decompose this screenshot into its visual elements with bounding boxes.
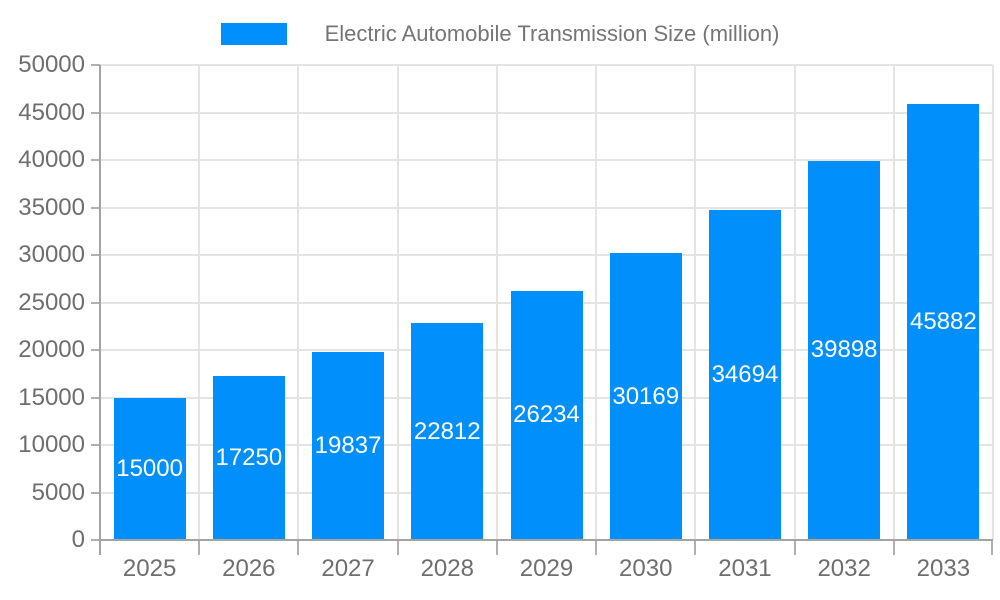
bar-value-label: 19837 — [314, 431, 382, 459]
x-tick-label: 2029 — [519, 555, 574, 582]
v-gridline — [198, 65, 201, 540]
legend-swatch — [220, 23, 287, 45]
x-tick — [495, 540, 498, 555]
v-gridline — [694, 65, 697, 540]
bar: 22812 — [411, 323, 484, 540]
v-gridline — [793, 65, 796, 540]
y-axis-line — [99, 65, 101, 555]
y-tick-label: 0 — [71, 526, 85, 553]
y-tick — [91, 159, 100, 161]
v-gridline — [297, 65, 300, 540]
v-gridline — [495, 65, 498, 540]
x-tick-label: 2032 — [817, 555, 871, 582]
v-gridline — [892, 65, 895, 540]
legend-label: Electric Automobile Transmission Size (m… — [324, 21, 780, 46]
x-tick — [297, 540, 300, 555]
x-tick-label: 2027 — [321, 555, 375, 582]
bar: 30169 — [609, 253, 682, 540]
h-gridline — [100, 111, 993, 114]
bar-value-label: 22812 — [413, 417, 481, 445]
bar-value-label: 17250 — [215, 444, 283, 472]
y-tick-label: 20000 — [18, 336, 85, 363]
x-axis-line — [100, 539, 993, 541]
y-tick — [91, 491, 100, 494]
y-tick-label: 50000 — [18, 51, 85, 78]
y-tick — [91, 539, 100, 541]
bar-value-label: 45882 — [910, 308, 977, 336]
y-tick — [91, 349, 100, 351]
bar: 45882 — [907, 104, 980, 540]
legend: Electric Automobile Transmission Size (m… — [0, 21, 1000, 47]
y-tick — [91, 444, 100, 446]
bar-value-label: 39898 — [810, 336, 878, 364]
y-tick-label: 25000 — [18, 288, 85, 316]
y-tick — [91, 301, 100, 304]
bar-value-label: 26234 — [513, 401, 580, 429]
x-tick — [396, 540, 399, 555]
x-tick — [892, 540, 895, 555]
x-tick-label: 2028 — [420, 555, 474, 582]
h-gridline — [100, 64, 993, 66]
y-tick-label: 10000 — [18, 431, 85, 458]
x-tick-label: 2031 — [718, 555, 772, 582]
y-tick — [91, 64, 100, 66]
plot-area: 15000 17250 19837 22812 26234 30169 34694 39898… — [91, 64, 994, 555]
y-tick — [91, 396, 100, 399]
x-tick-label: 2030 — [619, 555, 673, 582]
y-tick-label: 45000 — [18, 98, 85, 126]
y-tick-label: 15000 — [18, 383, 85, 411]
h-gridline — [100, 254, 993, 256]
y-tick — [91, 111, 100, 114]
bar: 39898 — [808, 160, 881, 540]
x-tick-label: 2026 — [222, 555, 276, 582]
x-tick-label: 2033 — [916, 555, 971, 582]
y-tick-label: 35000 — [18, 193, 85, 221]
y-tick — [91, 206, 100, 209]
x-tick-label: 2025 — [122, 555, 177, 582]
bar: 34694 — [708, 210, 781, 540]
bar: 26234 — [510, 290, 583, 540]
y-tick-label: 5000 — [31, 478, 85, 506]
x-tick — [991, 540, 993, 555]
v-gridline — [396, 65, 399, 540]
x-tick — [694, 540, 697, 555]
h-gridline — [100, 159, 993, 161]
bar: 15000 — [113, 397, 186, 540]
v-gridline — [595, 65, 598, 540]
bar-value-label: 30169 — [612, 382, 680, 410]
h-gridline — [100, 206, 993, 209]
x-tick — [793, 540, 796, 555]
y-tick-label: 30000 — [18, 241, 85, 268]
bar-value-label: 34694 — [711, 361, 779, 389]
x-tick — [595, 540, 598, 555]
bar-value-label: 15000 — [116, 454, 183, 482]
y-tick — [91, 254, 100, 256]
bar: 19837 — [312, 351, 385, 540]
x-tick — [198, 540, 201, 555]
v-gridline — [992, 65, 994, 540]
y-tick-label: 40000 — [18, 146, 85, 173]
bar: 17250 — [212, 376, 285, 540]
